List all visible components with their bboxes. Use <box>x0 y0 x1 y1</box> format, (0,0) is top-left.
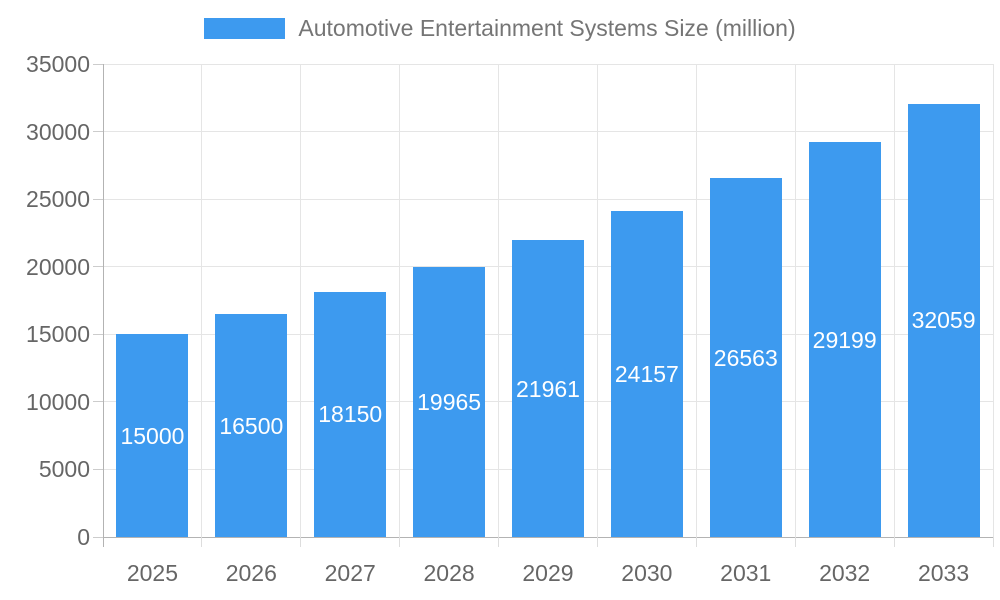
x-axis-tick <box>695 537 697 547</box>
y-gridline <box>103 63 993 65</box>
y-axis-tick <box>93 536 103 538</box>
y-axis-tick-label: 35000 <box>26 51 90 77</box>
plot-area: 15000 16500 18150 19965 21961 24157 26563 29199… <box>103 63 994 537</box>
bar-value-label: 21961 <box>516 375 580 402</box>
bar-value-label: 29199 <box>812 326 877 353</box>
bar-value-label: 16500 <box>219 412 284 439</box>
x-gridline <box>399 64 401 537</box>
y-axis-tick <box>93 198 103 200</box>
x-axis-tick <box>596 537 598 547</box>
bar-2028[interactable]: 19965 <box>413 267 486 537</box>
bar-value-label: 18150 <box>318 401 383 428</box>
x-axis-tick <box>399 537 401 547</box>
bar-value-label: 32059 <box>911 307 976 334</box>
bar-2025[interactable]: 15000 <box>116 334 189 537</box>
bar-2026[interactable]: 16500 <box>215 314 288 537</box>
x-axis-tick <box>893 537 895 547</box>
x-axis-tick <box>992 537 994 547</box>
bar-2030[interactable]: 24157 <box>610 210 683 537</box>
y-axis-tick-label: 0 <box>77 524 90 550</box>
y-axis-tick-label: 10000 <box>26 388 90 415</box>
x-axis-tick-label: 2032 <box>819 560 871 586</box>
x-axis-line <box>93 537 993 538</box>
x-gridline <box>893 64 895 537</box>
bar-2032[interactable]: 29199 <box>808 142 881 537</box>
y-axis-tick <box>93 266 103 268</box>
x-axis-tick-label: 2030 <box>621 560 673 586</box>
x-gridline <box>498 64 500 537</box>
legend-label[interactable]: Automotive Entertainment Systems Size (m… <box>298 14 796 41</box>
x-gridline <box>992 64 994 537</box>
y-axis-tick-label: 30000 <box>26 118 90 145</box>
x-axis-tick-label: 2033 <box>917 560 970 586</box>
x-gridline <box>695 64 697 537</box>
bar-value-label: 15000 <box>120 422 185 449</box>
x-axis-tick <box>498 537 500 547</box>
x-axis-tick <box>201 537 203 547</box>
bar-value-label: 24157 <box>614 360 679 387</box>
legend-swatch[interactable] <box>204 17 286 39</box>
y-gridline <box>103 131 993 133</box>
y-axis-tick-label: 5000 <box>38 456 90 483</box>
bar-2027[interactable]: 18150 <box>314 291 387 537</box>
y-axis-tick <box>93 333 103 335</box>
x-gridline <box>201 64 203 537</box>
x-gridline <box>794 64 796 537</box>
x-axis-tick-label: 2026 <box>225 560 277 586</box>
x-axis-tick-label: 2027 <box>324 560 376 586</box>
y-axis-tick <box>93 131 103 133</box>
y-gridline <box>103 198 993 200</box>
y-axis-tick-label: 25000 <box>26 186 90 213</box>
x-axis-tick-label: 2031 <box>720 560 772 586</box>
y-axis-line <box>103 64 104 547</box>
x-axis-tick-label: 2028 <box>423 560 475 586</box>
y-axis-tick <box>93 401 103 403</box>
x-gridline <box>596 64 598 537</box>
y-axis-tick <box>93 468 103 470</box>
x-axis-tick-label: 2025 <box>126 560 179 586</box>
bar-2033[interactable]: 32059 <box>907 103 980 537</box>
bar-2031[interactable]: 26563 <box>709 178 782 537</box>
bar-2029[interactable]: 21961 <box>512 240 584 537</box>
bar-value-label: 19965 <box>417 389 482 416</box>
legend: Automotive Entertainment Systems Size (m… <box>0 10 1000 46</box>
bar-value-label: 26563 <box>713 344 778 371</box>
y-axis-tick <box>93 63 103 65</box>
x-axis-tick <box>102 537 104 547</box>
y-axis-tick-label: 15000 <box>26 321 90 348</box>
x-axis-tick <box>794 537 796 547</box>
x-axis-tick <box>300 537 302 547</box>
x-gridline <box>300 64 302 537</box>
x-axis-tick-label: 2029 <box>522 560 574 586</box>
y-axis-tick-label: 20000 <box>26 253 90 280</box>
